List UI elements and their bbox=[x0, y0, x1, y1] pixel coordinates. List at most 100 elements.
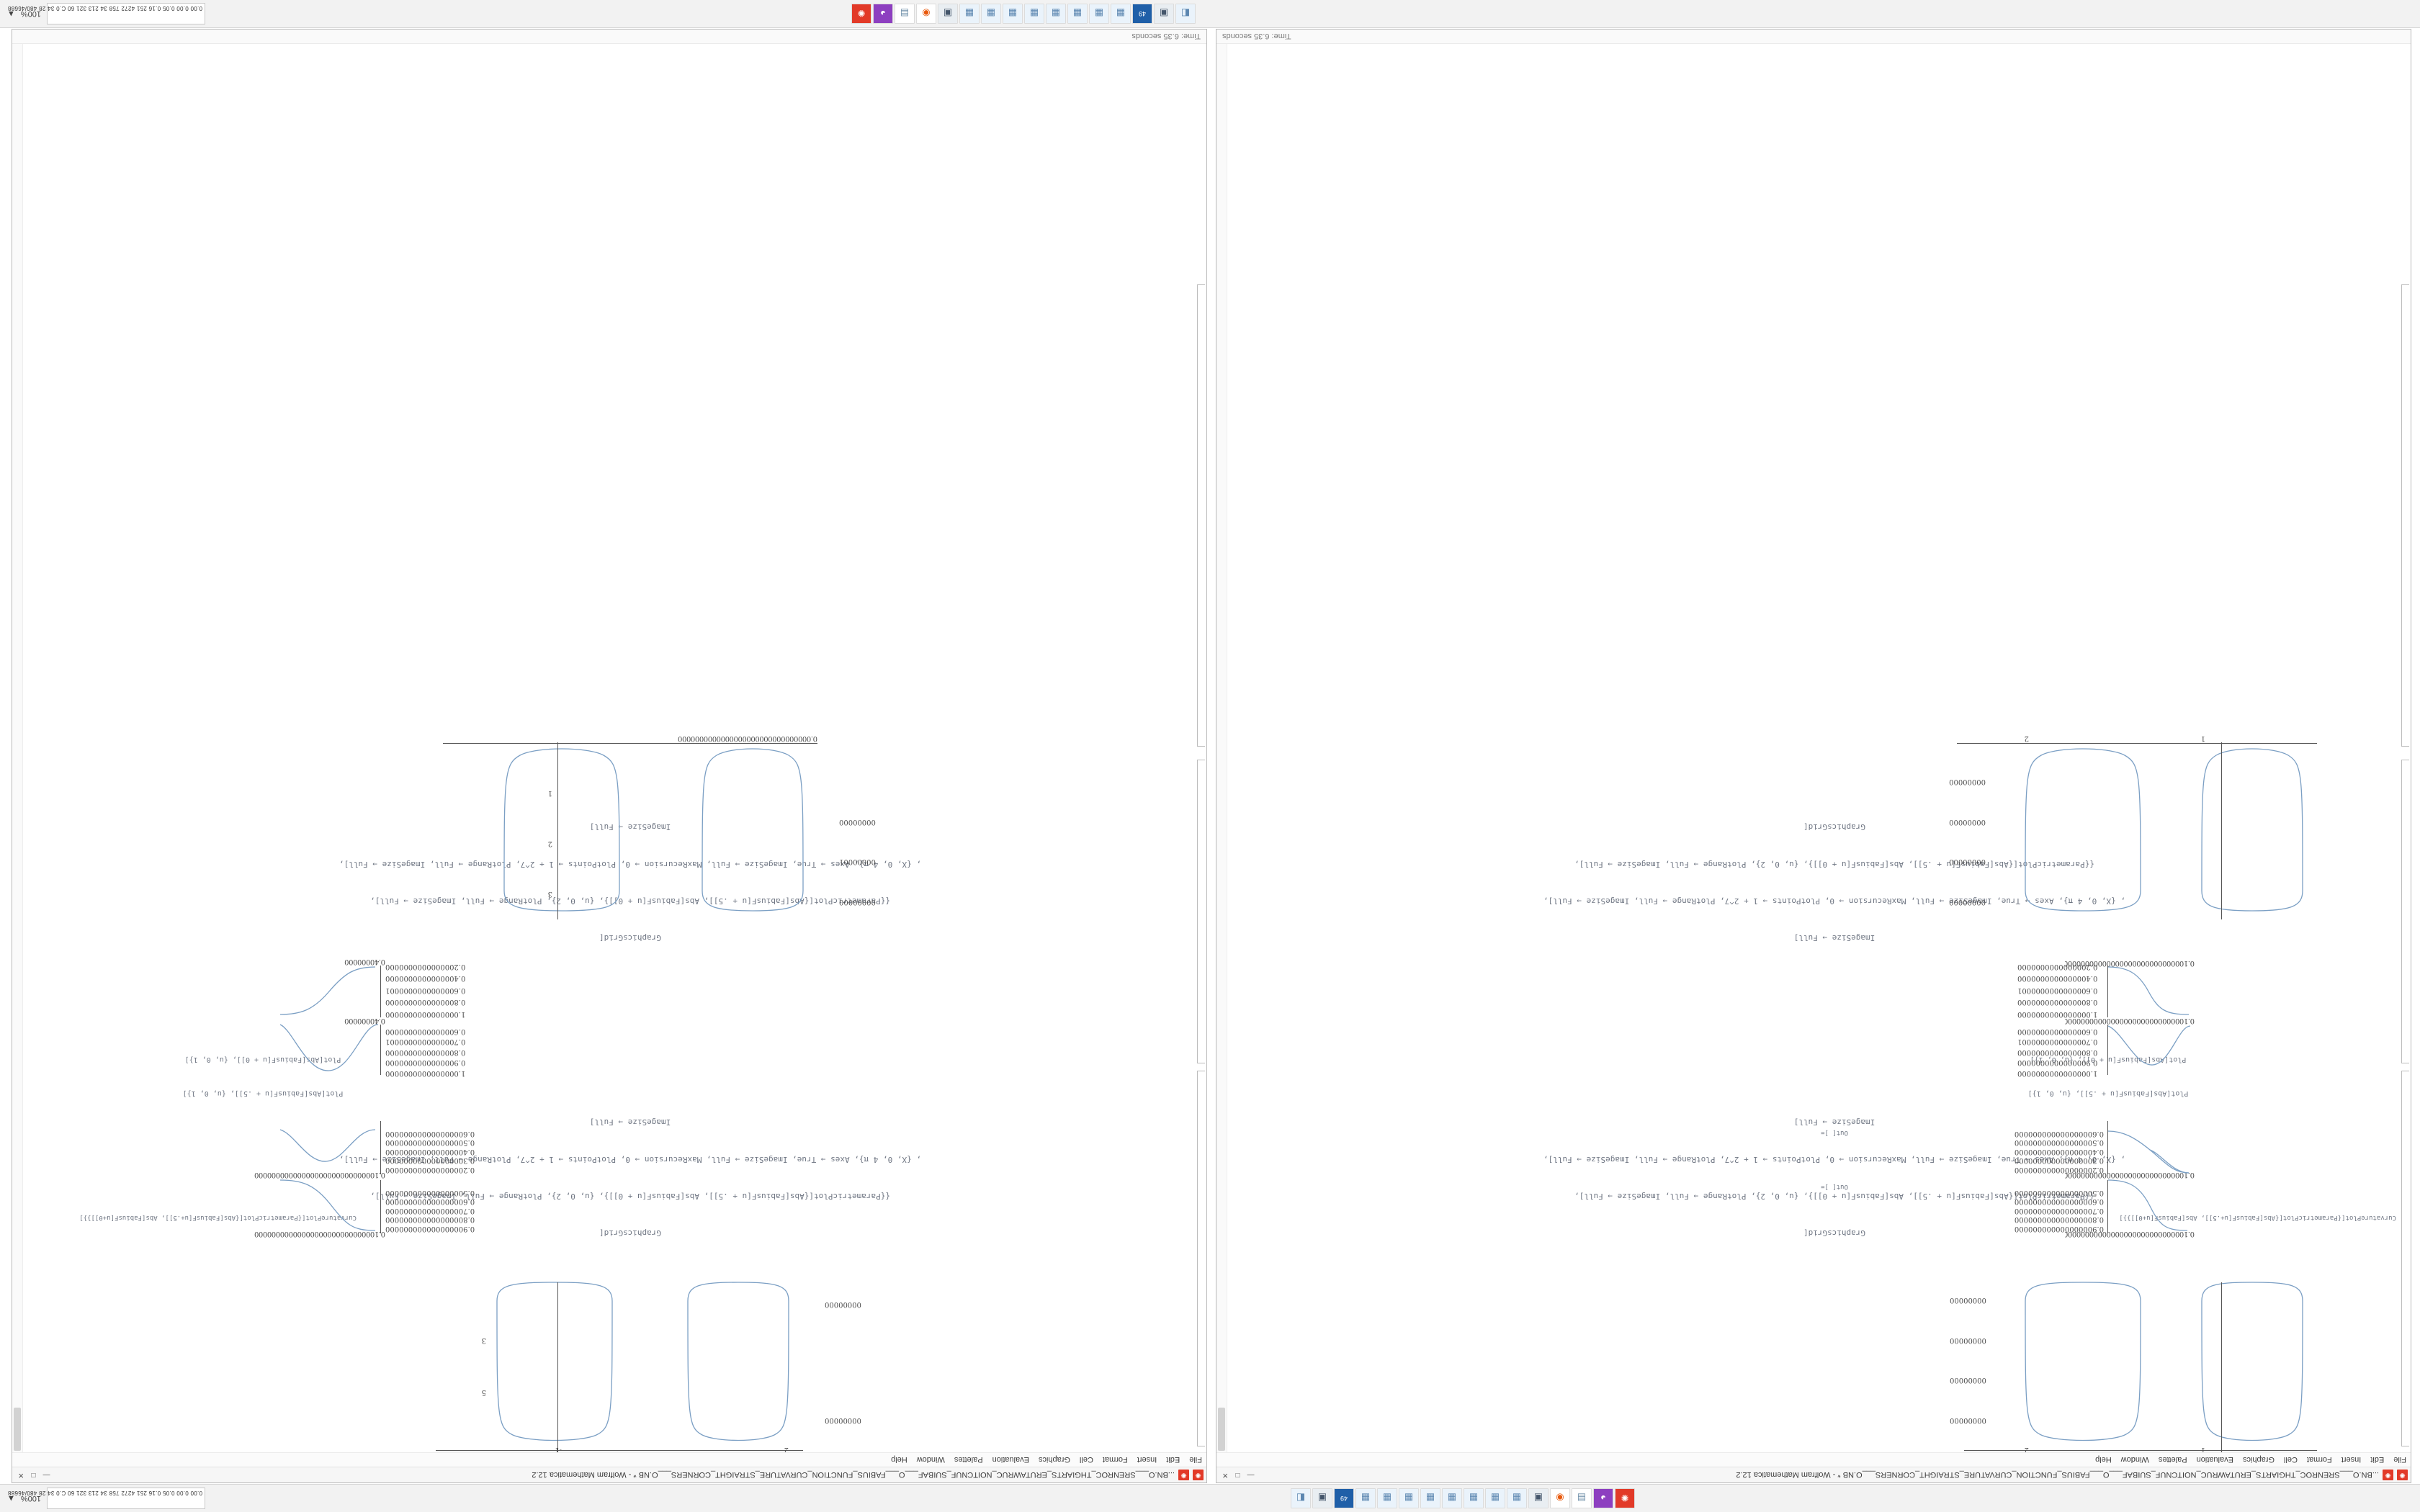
notebook-window-icon-8[interactable]: ▦ bbox=[1355, 1488, 1376, 1508]
notebook-canvas-left[interactable]: 1 2 00000000 00000000 00000000 00000000 Gra… bbox=[1216, 44, 2411, 1452]
firefox-icon[interactable]: ◉ bbox=[916, 4, 936, 24]
monitor-icon[interactable]: ▣ bbox=[1154, 4, 1174, 24]
notebook-scrollbar-left[interactable] bbox=[1216, 44, 1227, 1452]
plot-rounded-square-top-left[interactable]: 1 2 00000000 00000000 00000000 00000000 bbox=[1950, 1279, 2331, 1452]
plot-fabius-s-curve-right[interactable]: 1.0000000000000000 0.8000000000000000 0.60… bbox=[241, 958, 465, 1018]
menu-item-help[interactable]: Help bbox=[2095, 1455, 2112, 1464]
scrollbar-thumb[interactable] bbox=[1218, 1408, 1225, 1451]
cell-bracket[interactable] bbox=[2401, 284, 2409, 747]
notebook-window-icon-4[interactable]: ▦ bbox=[1442, 1488, 1462, 1508]
notebook-window-icon-3[interactable]: ▦ bbox=[1003, 4, 1023, 24]
menu-item-file[interactable]: File bbox=[2393, 1455, 2406, 1464]
notebook-window-icon-7[interactable]: ▦ bbox=[1089, 4, 1109, 24]
taskbar-bottom[interactable]: ◧ ▣ 49 ▦ ▦ ▦ ▦ ▦ ▦ ▦ ▦ ▣ ◉ ▤ ◕ ✺ 0.00 0.00 0.05 0.16 25… bbox=[0, 0, 2420, 28]
plot-fabius-bump-left[interactable]: 0.10000000000000000000000000000 0.200000… bbox=[2015, 1120, 2195, 1179]
menu-item-edit[interactable]: Edit bbox=[1166, 1455, 1180, 1464]
cell-bracket[interactable] bbox=[2401, 1071, 2409, 1446]
notebook-window-icon-2[interactable]: ▦ bbox=[1485, 1488, 1505, 1508]
close-icon[interactable]: ✕ bbox=[1222, 1471, 1229, 1479]
minimize-icon[interactable]: — bbox=[1247, 1471, 1255, 1479]
plot-fabius-bump-right[interactable]: 0.10000000000000000000000000000 0.200000… bbox=[241, 1120, 475, 1179]
menu-item-graphics[interactable]: Graphics bbox=[1038, 1455, 1070, 1464]
system-tray[interactable]: 0.00 0.00 0.05 0.16 251 4272 758 34 213 … bbox=[0, 1488, 206, 1509]
notebook-window-icon-7[interactable]: ▦ bbox=[1377, 1488, 1397, 1508]
plot-fabius-plateau-right[interactable]: 1.0000000000000000 0.9000000000000000 0.80… bbox=[241, 1017, 465, 1078]
menu-item-file[interactable]: File bbox=[1189, 1455, 1202, 1464]
tray-zoom-label[interactable]: 100% bbox=[20, 1494, 42, 1503]
maximize-icon[interactable]: □ bbox=[1235, 1471, 1240, 1479]
screen-capture-icon[interactable]: ▣ bbox=[938, 4, 958, 24]
plot-fabius-sigmoid-desc-left[interactable]: 0.10000000000000000000000000000 0.900000… bbox=[2015, 1179, 2195, 1238]
tray-zoom-label-bottom[interactable]: 100% bbox=[20, 9, 42, 18]
screen-capture-icon[interactable]: ▣ bbox=[1528, 1488, 1549, 1508]
notebook-window-icon-3[interactable]: ▦ bbox=[1464, 1488, 1484, 1508]
plot-rounded-square-bottom-left[interactable]: 1 2 00000000 00000000 00000000 00000000 bbox=[1942, 734, 2331, 919]
menu-item-format[interactable]: Format bbox=[1102, 1455, 1128, 1464]
mathematica-owl-icon[interactable]: ◕ bbox=[1593, 1488, 1613, 1508]
notebook-window-icon-6[interactable]: ▦ bbox=[1067, 4, 1088, 24]
wolfram-spikey-icon[interactable]: ✺ bbox=[851, 4, 871, 24]
menu-item-edit[interactable]: Edit bbox=[2370, 1455, 2385, 1464]
notebook-window-icon-6[interactable]: ▦ bbox=[1399, 1488, 1419, 1508]
close-icon[interactable]: ✕ bbox=[18, 1471, 24, 1479]
mathematica-owl-icon[interactable]: ◕ bbox=[873, 4, 893, 24]
floppy-save-icon[interactable]: 49 bbox=[1334, 1488, 1354, 1508]
menu-item-insert[interactable]: Insert bbox=[2341, 1455, 2362, 1464]
notebook-window-icon-8[interactable]: ▦ bbox=[1111, 4, 1131, 24]
menubar-right[interactable]: File Edit Insert Format Cell Graphics Evaluati… bbox=[12, 1452, 1206, 1467]
cell-bracket[interactable] bbox=[1197, 284, 1205, 747]
notebook-window-icon-1[interactable]: ▦ bbox=[1507, 1488, 1527, 1508]
media-icon[interactable]: ◧ bbox=[1175, 4, 1196, 24]
menubar-left[interactable]: File Edit Insert Format Cell Graphics Evaluati… bbox=[1216, 1452, 2411, 1467]
menu-item-palettes[interactable]: Palettes bbox=[2158, 1455, 2187, 1464]
firefox-icon[interactable]: ◉ bbox=[1550, 1488, 1570, 1508]
monitor-icon[interactable]: ▣ bbox=[1312, 1488, 1332, 1508]
text-editor-icon[interactable]: ▤ bbox=[895, 4, 915, 24]
system-tray-bottom[interactable]: 0.00 0.00 0.05 0.16 251 4272 758 34 213 … bbox=[0, 3, 206, 24]
notebook-window-icon-2[interactable]: ▦ bbox=[981, 4, 1001, 24]
cell-bracket[interactable] bbox=[1197, 760, 1205, 1063]
window-titlebar-right[interactable]: ✺ ✺ ...BN.O___SRENROC_THGIARTS_ERUTAWRUC… bbox=[12, 1467, 1206, 1482]
scrollbar-thumb[interactable] bbox=[14, 1408, 21, 1451]
plot-fabius-sigmoid-desc-right[interactable]: 0.10000000000000000000000000000 0.900000… bbox=[241, 1179, 475, 1238]
notebook-window-icon-5[interactable]: ▦ bbox=[1046, 4, 1066, 24]
notebook-window-icon-5[interactable]: ▦ bbox=[1420, 1488, 1440, 1508]
menu-item-cell[interactable]: Cell bbox=[1079, 1455, 1093, 1464]
taskbar-icon-group[interactable]: ✺ ◕ ▤ ◉ ▣ ▦ ▦ ▦ ▦ ▦ ▦ ▦ ▦ 49 ▣ ◧ bbox=[1291, 1488, 2420, 1508]
text-editor-icon[interactable]: ▤ bbox=[1572, 1488, 1592, 1508]
media-icon[interactable]: ◧ bbox=[1291, 1488, 1311, 1508]
menu-item-graphics[interactable]: Graphics bbox=[2242, 1455, 2275, 1464]
window-controls-left[interactable]: — □ ✕ bbox=[1219, 1471, 1254, 1479]
menu-item-palettes[interactable]: Palettes bbox=[954, 1455, 983, 1464]
notebook-canvas-right[interactable]: -1 2 00000000 00000000 5 3 GraphicsGrid[ … bbox=[12, 44, 1206, 1452]
window-titlebar-left[interactable]: ✺ ✺ ...BN.O___SRENROC_THGIARTS_ERUTAWRUC… bbox=[1216, 1467, 2411, 1482]
cell-bracket[interactable] bbox=[1197, 1071, 1205, 1446]
taskbar[interactable]: ✺ ◕ ▤ ◉ ▣ ▦ ▦ ▦ ▦ ▦ ▦ ▦ ▦ 49 ▣ ◧ 0.00 0.00 0.05 0.16 25… bbox=[0, 1484, 2420, 1512]
notebook-window-icon-1[interactable]: ▦ bbox=[959, 4, 980, 24]
menu-item-cell[interactable]: Cell bbox=[2283, 1455, 2298, 1464]
menu-item-insert[interactable]: Insert bbox=[1137, 1455, 1157, 1464]
window-controls-right[interactable]: — □ ✕ bbox=[15, 1471, 50, 1479]
maximize-icon[interactable]: □ bbox=[31, 1471, 36, 1479]
menu-item-window[interactable]: Window bbox=[916, 1455, 945, 1464]
menu-item-window[interactable]: Window bbox=[2120, 1455, 2149, 1464]
plot-rounded-square-top-right[interactable]: -1 2 00000000 00000000 5 3 bbox=[429, 1279, 861, 1452]
notebook-window-icon-4[interactable]: ▦ bbox=[1024, 4, 1044, 24]
taskbar-icon-group-bottom[interactable]: ◧ ▣ 49 ▦ ▦ ▦ ▦ ▦ ▦ ▦ ▦ ▣ ◉ ▤ ◕ ✺ bbox=[851, 4, 2420, 24]
tray-chevron-icon[interactable]: ▲ bbox=[7, 9, 15, 18]
cell-bracket[interactable] bbox=[2401, 760, 2409, 1063]
wolfram-spikey-icon[interactable]: ✺ bbox=[1615, 1488, 1635, 1508]
plot-rounded-square-bottom-right[interactable]: 0.0000000000000000000000000000000 000000… bbox=[429, 734, 876, 919]
plot-fabius-plateau-left[interactable]: 1.0000000000000000 0.9000000000000000 0.80… bbox=[2017, 1017, 2195, 1078]
menu-item-help[interactable]: Help bbox=[891, 1455, 908, 1464]
notebook-scrollbar-right[interactable] bbox=[12, 44, 23, 1452]
mathematica-window-right[interactable]: ✺ ✺ ...BN.O___SRENROC_THGIARTS_ERUTAWRUC… bbox=[12, 29, 1207, 1483]
minimize-icon[interactable]: — bbox=[42, 1471, 50, 1479]
menu-item-evaluation[interactable]: Evaluation bbox=[2196, 1455, 2233, 1464]
menu-item-format[interactable]: Format bbox=[2306, 1455, 2332, 1464]
mathematica-window-left[interactable]: ✺ ✺ ...BN.O___SRENROC_THGIARTS_ERUTAWRUC… bbox=[1216, 29, 2411, 1483]
tray-chevron-icon[interactable]: ▲ bbox=[7, 1494, 15, 1503]
menu-item-evaluation[interactable]: Evaluation bbox=[992, 1455, 1029, 1464]
plot-fabius-s-curve-left[interactable]: 1.0000000000000000 0.8000000000000000 0.60… bbox=[2017, 959, 2195, 1018]
floppy-save-icon[interactable]: 49 bbox=[1132, 4, 1152, 24]
